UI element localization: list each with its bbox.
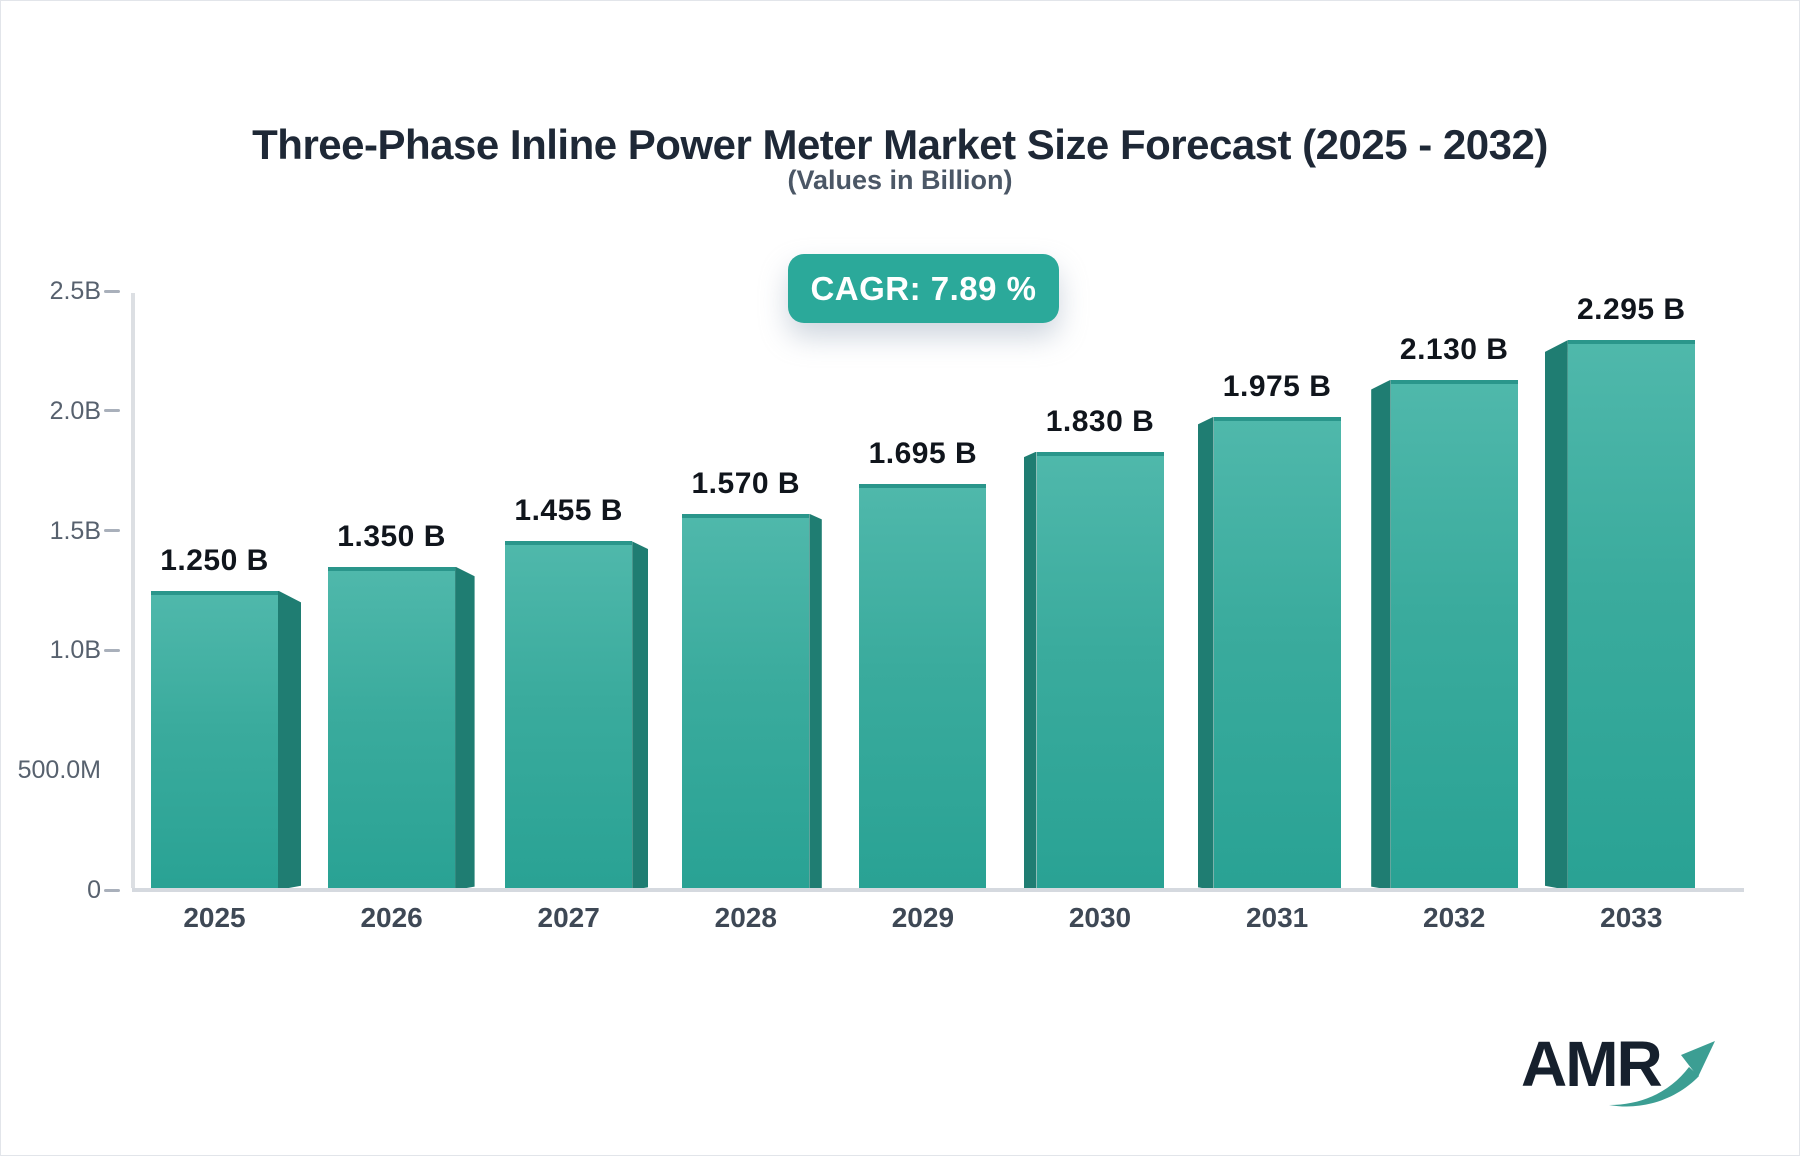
bar-side-face — [1371, 380, 1391, 890]
bar-value-label: 1.250 B — [160, 543, 269, 577]
bar-value-label: 1.455 B — [514, 494, 623, 528]
page-title: Three-Phase Inline Power Meter Market Si… — [252, 121, 1548, 169]
y-axis-line — [131, 293, 135, 888]
bar-value-label: 1.975 B — [1222, 369, 1332, 403]
bar-side-face — [1024, 452, 1037, 891]
x-axis-label-2031: 2031 — [1245, 902, 1309, 933]
bar-value-label: 1.570 B — [691, 466, 801, 500]
x-axis-label-2028: 2028 — [714, 902, 777, 933]
bar-2032[interactable] — [1390, 379, 1518, 890]
cagr-badge-label: CAGR: 7.89 % — [810, 269, 1037, 307]
bar-2029[interactable] — [859, 483, 987, 890]
bar-value-label: 2.295 B — [1577, 293, 1686, 327]
y-tick-label: 2.5B — [49, 277, 101, 305]
bar-2025[interactable] — [151, 590, 278, 890]
bar-side-face — [1198, 417, 1214, 890]
bar-2031[interactable] — [1213, 416, 1341, 890]
bar-value-label: 1.350 B — [337, 519, 446, 553]
y-tick-dash — [104, 888, 120, 892]
y-tick-label: 0 — [87, 876, 101, 904]
x-axis-baseline — [132, 888, 1744, 892]
bar-2027[interactable] — [505, 541, 633, 890]
x-axis-label-2032: 2032 — [1423, 902, 1486, 933]
bar-side-face — [632, 541, 648, 890]
x-axis-label-2030: 2030 — [1068, 902, 1132, 933]
bar-2033[interactable] — [1567, 340, 1695, 890]
bar-side-face — [809, 514, 822, 890]
bar-2026[interactable] — [328, 566, 456, 890]
y-tick-dash — [104, 409, 120, 413]
x-axis-label-2026: 2026 — [360, 902, 423, 933]
y-tick-dash — [104, 289, 120, 293]
amr-logo-text: AMR — [1521, 1028, 1663, 1100]
chart-subtitle: (Values in Billion) — [787, 165, 1013, 195]
bar-side-face — [278, 591, 301, 891]
y-tick-label: 1.0B — [49, 636, 101, 665]
x-axis-label-2025: 2025 — [183, 902, 246, 933]
amr-logo: AMR — [1521, 1027, 1721, 1117]
bar-value-label: 1.695 B — [868, 436, 978, 470]
y-tick-dash — [104, 529, 120, 533]
x-axis-label-2033: 2033 — [1600, 902, 1663, 933]
bar-side-face — [455, 567, 475, 891]
x-axis-label-2027: 2027 — [537, 902, 600, 933]
y-tick-label: 2.0B — [49, 396, 101, 425]
bar-2030[interactable] — [1036, 451, 1164, 890]
y-tick-dash — [104, 648, 120, 652]
bar-value-label: 2.130 B — [1399, 332, 1509, 366]
x-axis-label-2029: 2029 — [891, 902, 955, 933]
y-tick-label: 500.0M — [17, 756, 101, 785]
y-tick-label: 1.5B — [49, 516, 101, 545]
bar-value-label: 1.830 B — [1045, 404, 1155, 438]
bar-side-face — [1545, 340, 1568, 890]
bar-2028[interactable] — [682, 513, 810, 890]
growth-arrow-icon — [1609, 1041, 1715, 1107]
cagr-badge: CAGR: 7.89 % — [788, 254, 1059, 323]
